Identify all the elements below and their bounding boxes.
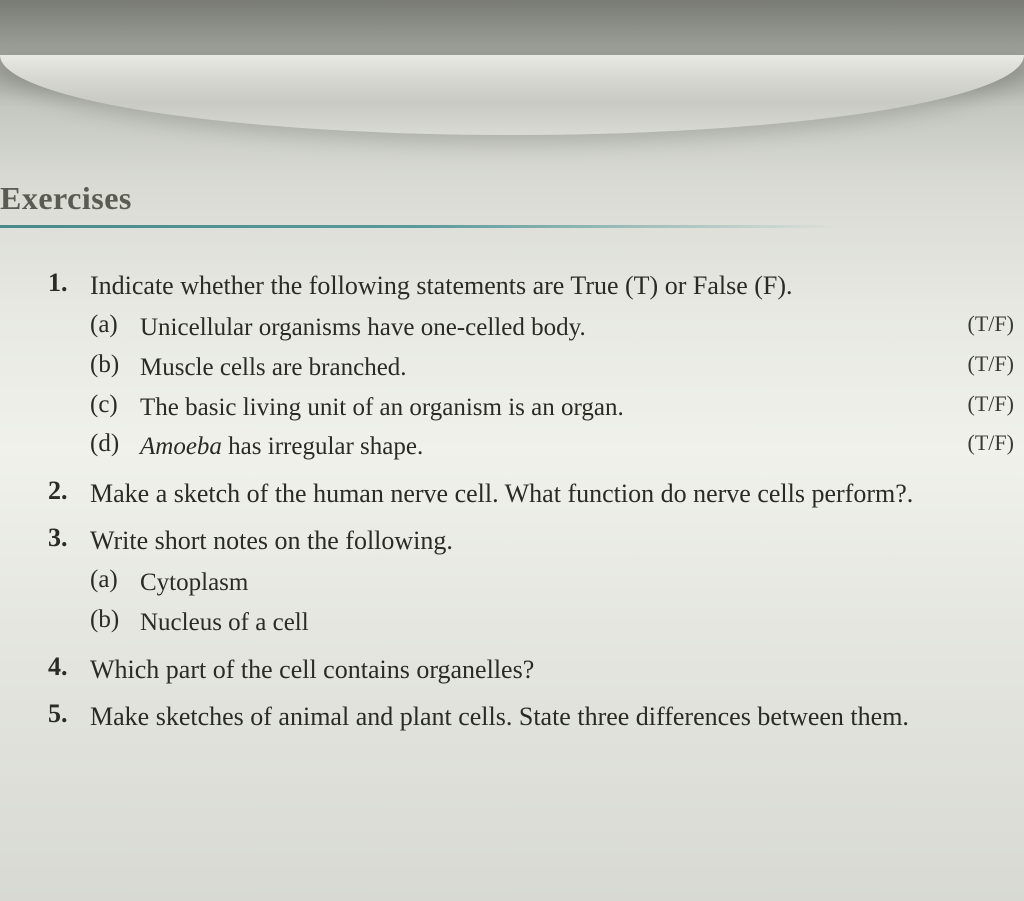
sub-label: (b) [90, 606, 119, 634]
tf-marker: (T/F) [968, 351, 1014, 377]
question-4: 4. Which part of the cell contains organ… [90, 652, 984, 687]
sub-list: (a) Unicellular organisms have one-celle… [90, 311, 984, 464]
question-number: 2. [48, 476, 68, 506]
sub-item-a: (a) Cytoplasm [90, 566, 984, 600]
sub-label: (c) [90, 391, 118, 419]
tf-marker: (T/F) [968, 311, 1014, 337]
question-number: 3. [48, 523, 68, 553]
question-1: 1. Indicate whether the following statem… [90, 268, 984, 464]
question-number: 4. [48, 652, 68, 682]
sub-label: (a) [90, 566, 118, 594]
sub-text: Muscle cells are branched. [140, 354, 407, 381]
sub-item-b: (b) Muscle cells are branched. (T/F) [90, 351, 984, 385]
question-text: Make sketches of animal and plant cells.… [90, 699, 984, 734]
sub-item-a: (a) Unicellular organisms have one-celle… [90, 311, 984, 345]
question-text: Write short notes on the following. [90, 523, 984, 558]
sub-item-d: (d) Amoeba has irregular shape. (T/F) [90, 430, 984, 464]
section-divider [0, 225, 836, 228]
sub-item-c: (c) The basic living unit of an organism… [90, 391, 984, 425]
question-number: 1. [48, 268, 68, 298]
sub-text: The basic living unit of an organism is … [140, 394, 624, 421]
sub-text: Cytoplasm [140, 569, 248, 596]
sub-list: (a) Cytoplasm (b) Nucleus of a cell [90, 566, 984, 640]
sub-item-b: (b) Nucleus of a cell [90, 606, 984, 640]
question-text: Which part of the cell contains organell… [90, 652, 984, 687]
question-number: 5. [48, 699, 68, 729]
tf-marker: (T/F) [968, 430, 1014, 456]
question-list: 1. Indicate whether the following statem… [0, 268, 984, 734]
italic-term: Amoeba [140, 433, 222, 460]
question-text: Indicate whether the following statement… [90, 268, 984, 303]
sub-label: (a) [90, 311, 118, 339]
sub-text: Unicellular organisms have one-celled bo… [140, 314, 586, 341]
question-3: 3. Write short notes on the following. (… [90, 523, 984, 640]
page-curve [0, 55, 1024, 135]
sub-text: Nucleus of a cell [140, 609, 309, 636]
sub-label: (b) [90, 351, 119, 379]
section-title: Exercises [0, 180, 984, 217]
sub-text: Amoeba has irregular shape. [140, 433, 423, 460]
question-2: 2. Make a sketch of the human nerve cell… [90, 476, 984, 511]
question-5: 5. Make sketches of animal and plant cel… [90, 699, 984, 734]
question-text: Make a sketch of the human nerve cell. W… [90, 476, 984, 511]
sub-text-suffix: has irregular shape. [222, 433, 423, 460]
tf-marker: (T/F) [968, 391, 1014, 417]
content-area: Exercises 1. Indicate whether the follow… [0, 180, 1024, 746]
sub-label: (d) [90, 430, 119, 458]
